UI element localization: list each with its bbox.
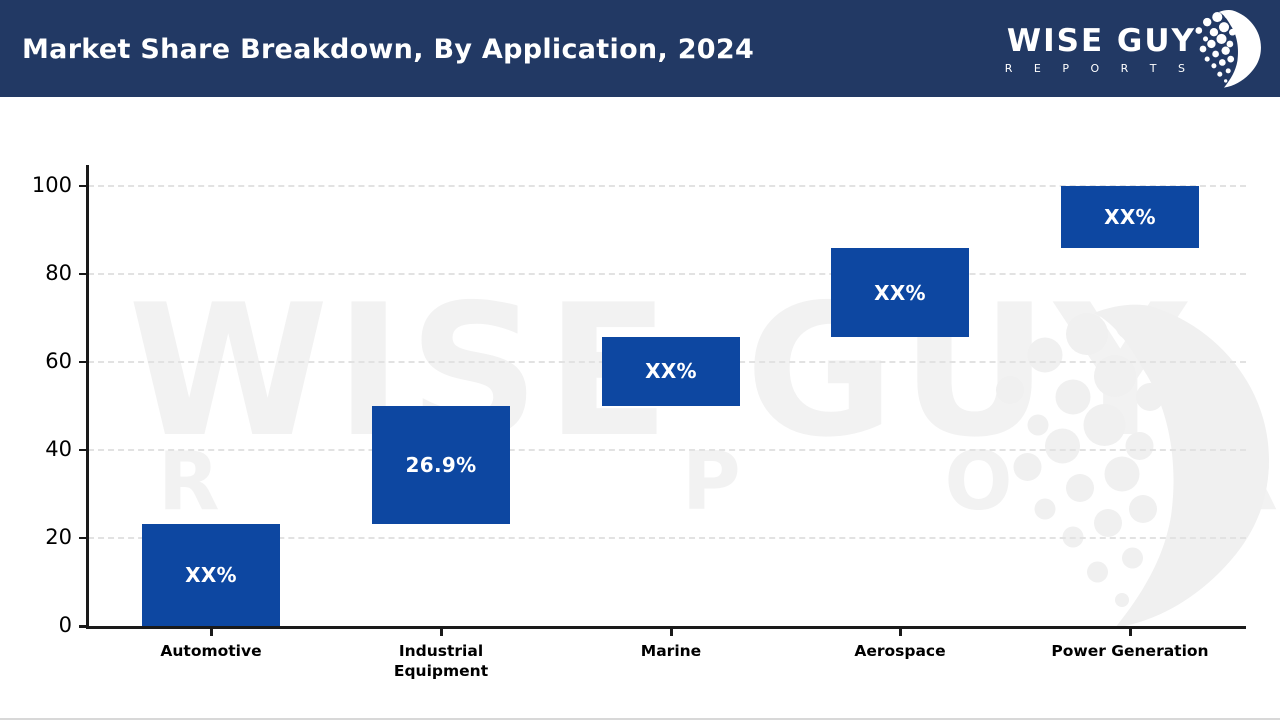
- category-label-1: Automotive: [160, 642, 262, 660]
- bar-value-label: XX%: [185, 563, 237, 588]
- bar-automotive: XX%: [142, 524, 280, 626]
- bar-aerospace: XX%: [831, 248, 969, 338]
- y-tick-20: [79, 536, 87, 540]
- logo: WISE GUY R E P O R T S: [1005, 6, 1266, 92]
- category-label-2: Industrial Equipment: [393, 642, 489, 680]
- y-tick-80: [79, 272, 87, 276]
- y-tick-label-40: 40: [45, 436, 72, 461]
- chart-area: WISE GUY R E P O R T S XX%26.9%XX%XX%XX%…: [0, 97, 1280, 720]
- bar-marine: XX%: [602, 337, 740, 406]
- y-axis-spine: [86, 165, 89, 629]
- gridline-100: [88, 184, 1246, 187]
- x-tick: [1129, 629, 1132, 636]
- y-tick-60: [79, 360, 87, 364]
- y-tick-label-0: 0: [58, 613, 72, 637]
- y-tick-100: [79, 184, 87, 187]
- y-tick-0: [79, 625, 87, 628]
- y-tick-label-60: 60: [45, 348, 72, 373]
- bar-value-label: 26.9%: [405, 452, 477, 477]
- logo-text: WISE GUY R E P O R T S: [1005, 23, 1196, 75]
- x-tick: [210, 629, 213, 636]
- bar-power-generation: XX%: [1061, 185, 1199, 249]
- category-label-3: Marine: [640, 642, 702, 660]
- y-tick-label-80: 80: [45, 260, 72, 285]
- gridline-40: [88, 448, 1246, 451]
- logo-head-icon: [1195, 10, 1261, 88]
- x-tick: [670, 629, 673, 636]
- chart-title: Market Share Breakdown, By Application, …: [22, 34, 755, 65]
- x-tick: [440, 629, 443, 636]
- bar-value-label: XX%: [1104, 204, 1156, 229]
- bar-value-label: XX%: [645, 359, 697, 384]
- header-bar: Market Share Breakdown, By Application, …: [0, 0, 1280, 97]
- bar-value-label: XX%: [874, 280, 926, 305]
- watermark-head-icon: [996, 304, 1269, 628]
- category-label-4: Aerospace: [854, 642, 946, 660]
- bar-industrial-equipment: 26.9%: [372, 405, 510, 525]
- x-axis-spine: [88, 626, 1246, 629]
- y-tick-label-20: 20: [45, 524, 72, 549]
- logo-wordmark: WISE GUY: [1006, 23, 1196, 59]
- bottom-border: [0, 718, 1280, 720]
- logo-subtext: R E P O R T S: [1004, 62, 1194, 75]
- x-tick: [899, 629, 902, 636]
- category-label-5: Power Generation: [1051, 642, 1209, 660]
- y-tick-label-100: 100: [31, 172, 72, 197]
- gridline-20: [88, 536, 1246, 539]
- y-tick-40: [79, 448, 87, 452]
- gridline-80: [88, 272, 1246, 275]
